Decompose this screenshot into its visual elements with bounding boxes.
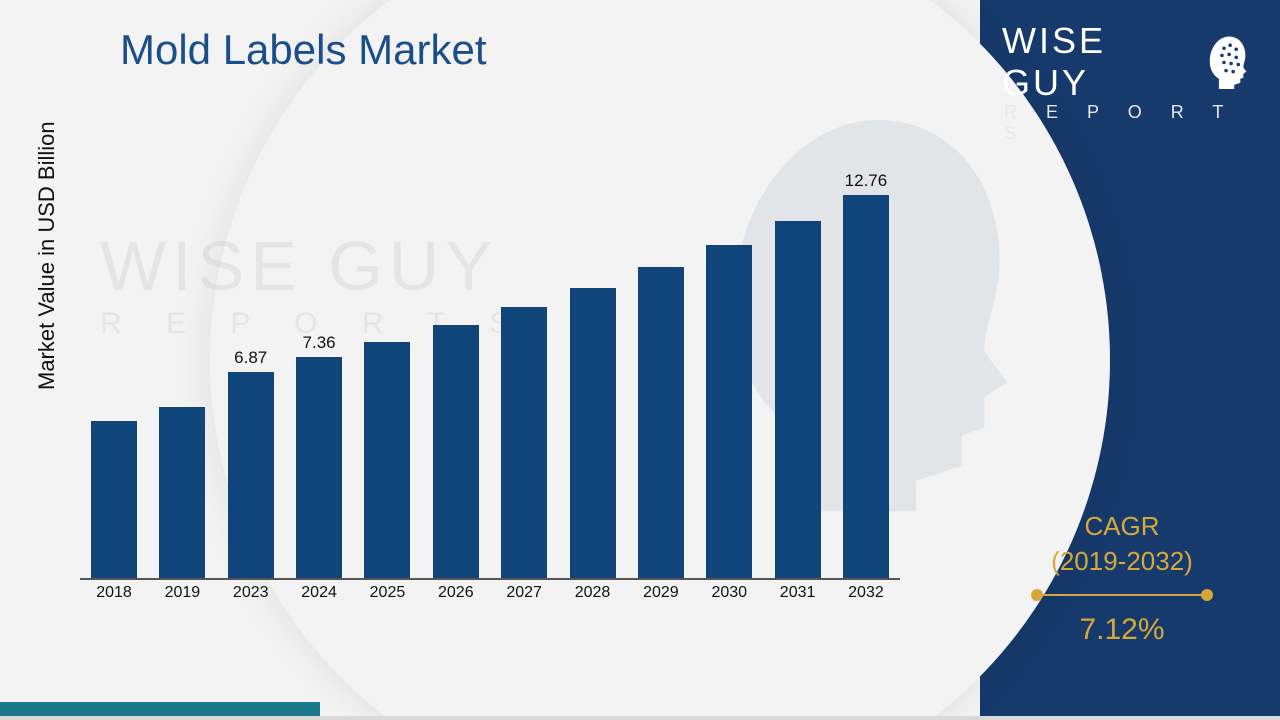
bar-wrap — [701, 245, 757, 578]
x-axis-tick-label: 2023 — [223, 584, 279, 602]
bar — [570, 288, 616, 578]
bar-value-label: 7.36 — [303, 333, 336, 353]
x-axis-tick-label: 2018 — [86, 584, 142, 602]
bar-wrap — [428, 325, 484, 578]
bar-wrap — [496, 307, 552, 578]
x-axis-tick-label: 2025 — [359, 584, 415, 602]
x-axis-tick-label: 2032 — [838, 584, 894, 602]
bar-wrap — [770, 221, 826, 578]
x-axis-tick-label: 2031 — [770, 584, 826, 602]
brand-logo: WISE GUY R E P O R T S — [1002, 20, 1252, 144]
x-axis-tick-label: 2019 — [154, 584, 210, 602]
cagr-period: (2019-2032) — [1022, 544, 1222, 579]
bar — [843, 195, 889, 578]
bar-wrap — [359, 342, 415, 578]
bar — [296, 357, 342, 578]
bar — [433, 325, 479, 578]
bar — [775, 221, 821, 578]
x-axis-tick-label: 2028 — [565, 584, 621, 602]
bar — [706, 245, 752, 578]
bar-wrap: 12.76 — [838, 195, 894, 578]
bottom-strip-teal — [0, 702, 320, 716]
x-axis-tick-label: 2029 — [633, 584, 689, 602]
bar-wrap: 7.36 — [291, 357, 347, 578]
bar-chart-plot: 6.877.3612.76 20182019202320242025202620… — [80, 160, 900, 580]
x-axis-labels: 2018 2019 2023 2024 2025 2026 2027 2028 2029 2030… — [80, 578, 900, 602]
x-axis-tick-label: 2030 — [701, 584, 757, 602]
bar-wrap — [633, 267, 689, 578]
x-axis-tick-label: 2027 — [496, 584, 552, 602]
infographic-canvas: WISE GUY R E P O R T S Mold Labels Marke… — [0, 0, 1280, 720]
bar — [501, 307, 547, 578]
x-axis-tick-label: 2026 — [428, 584, 484, 602]
bar-value-label: 12.76 — [845, 171, 888, 191]
bar-value-label: 6.87 — [234, 348, 267, 368]
bar — [159, 407, 205, 578]
x-axis-tick-label: 2024 — [291, 584, 347, 602]
bar-wrap — [86, 421, 142, 579]
brand-name-line2: R E P O R T S — [1002, 102, 1252, 144]
brand-head-icon — [1196, 34, 1252, 90]
bars-container: 6.877.3612.76 — [80, 160, 900, 578]
bar — [364, 342, 410, 578]
bottom-strip-grey — [0, 716, 1280, 720]
bar — [228, 372, 274, 578]
brand-name-line1: WISE GUY — [1002, 20, 1188, 104]
cagr-value: 7.12% — [1022, 610, 1222, 651]
brand-logo-top-row: WISE GUY — [1002, 20, 1252, 104]
cagr-label: CAGR — [1022, 509, 1222, 544]
cagr-divider — [1037, 594, 1207, 596]
bar-wrap — [154, 407, 210, 578]
bar-wrap: 6.87 — [223, 372, 279, 578]
y-axis-label: Market Value in USD Billion — [34, 121, 60, 390]
chart-title: Mold Labels Market — [120, 26, 487, 74]
bar — [91, 421, 137, 579]
bar-wrap — [565, 288, 621, 578]
bar — [638, 267, 684, 578]
cagr-block: CAGR (2019-2032) 7.12% — [1022, 509, 1222, 650]
